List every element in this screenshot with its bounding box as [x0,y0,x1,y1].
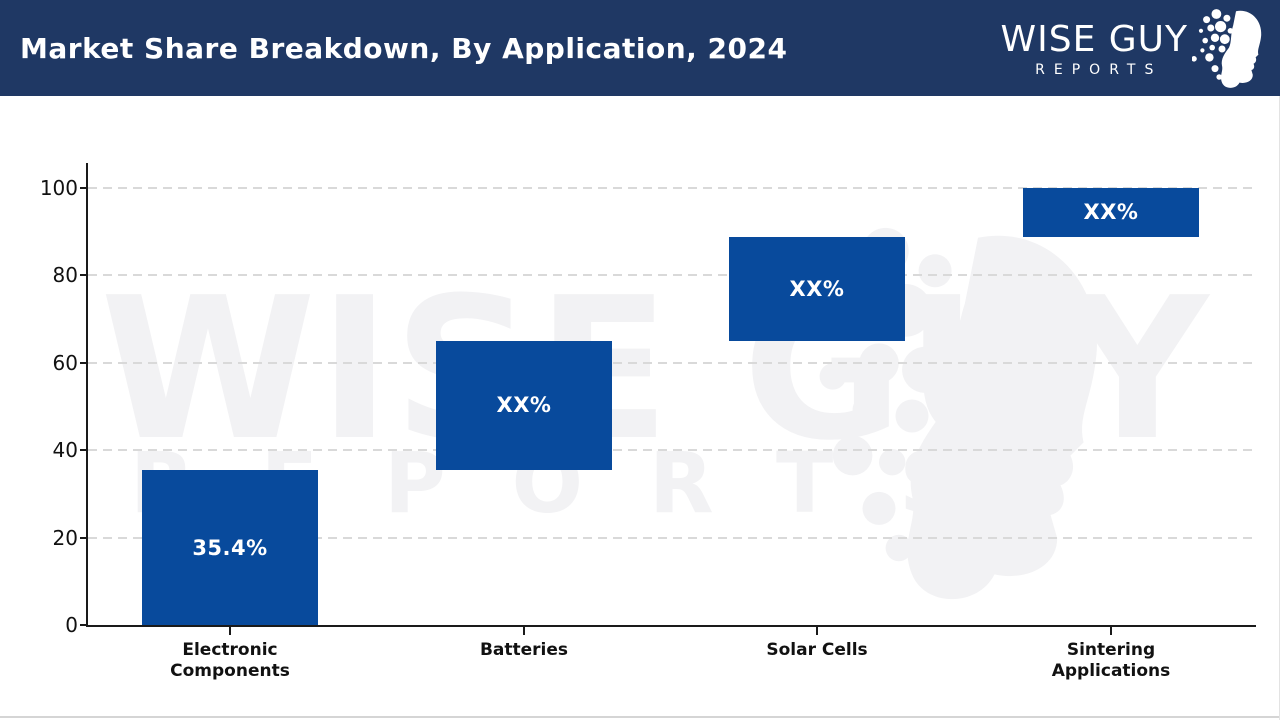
x-tick [229,627,231,635]
gridline [88,274,1256,276]
y-tick-label: 80 [52,263,78,287]
category-label-line: Electronic [182,640,278,660]
brand-name: WISE GUY [1000,18,1188,60]
bar-value-label: XX% [496,393,552,418]
gridline [88,186,1256,189]
y-tick [80,449,88,451]
y-tick [80,624,88,626]
x-tick [1110,627,1112,635]
header-bar: Market Share Breakdown, By Application, … [0,0,1280,96]
category-label: Electronic Components [170,640,290,682]
y-tick-label: 0 [65,613,78,637]
y-tick [80,274,88,276]
category-label-line: Applications [1051,661,1171,681]
y-tick [80,186,88,189]
category-label-line: Solar Cells [766,640,868,660]
bar-value-label: XX% [789,276,845,301]
gridline [88,361,1256,364]
y-tick-label: 20 [52,525,78,550]
y-tick-label: 100 [39,175,78,200]
bar-value-label: XX% [1083,200,1139,225]
page-title: Market Share Breakdown, By Application, … [20,31,788,65]
category-label-line: Sintering [1066,640,1156,660]
brand-logo-text: WISE GUY REPORTS [1000,18,1189,78]
category-label-line: Components [170,661,290,681]
category-label: Sintering Applications [1052,640,1171,682]
gridline [88,536,1256,539]
y-tick-label: 40 [52,438,78,462]
x-tick [816,627,818,635]
category-label: Solar Cells [766,640,867,661]
y-axis-line [86,163,88,627]
bar-segment: XX% [436,340,612,471]
bar-value-label: 35.4% [192,535,268,560]
brand-subname: REPORTS [1035,61,1163,78]
category-label: Batteries [480,640,568,661]
dotted-head-icon [1192,9,1262,88]
bar-segment: XX% [1023,187,1199,237]
y-tick [80,536,88,539]
chart-card: WISE GUY REPORTS 0 20 40 60 80 100 35.4% Electr… [0,96,1280,720]
y-tick-label: 60 [52,350,78,375]
x-tick [523,627,525,635]
bar-segment: 35.4% [142,470,318,625]
category-label-line: Batteries [479,640,569,660]
bar-segment: XX% [729,236,905,341]
card-bottom-divider [0,716,1279,718]
brand-logo: WISE GUY REPORTS [1001,6,1267,92]
gridline [88,449,1256,451]
x-axis-line [86,625,1256,627]
y-tick [80,361,88,364]
